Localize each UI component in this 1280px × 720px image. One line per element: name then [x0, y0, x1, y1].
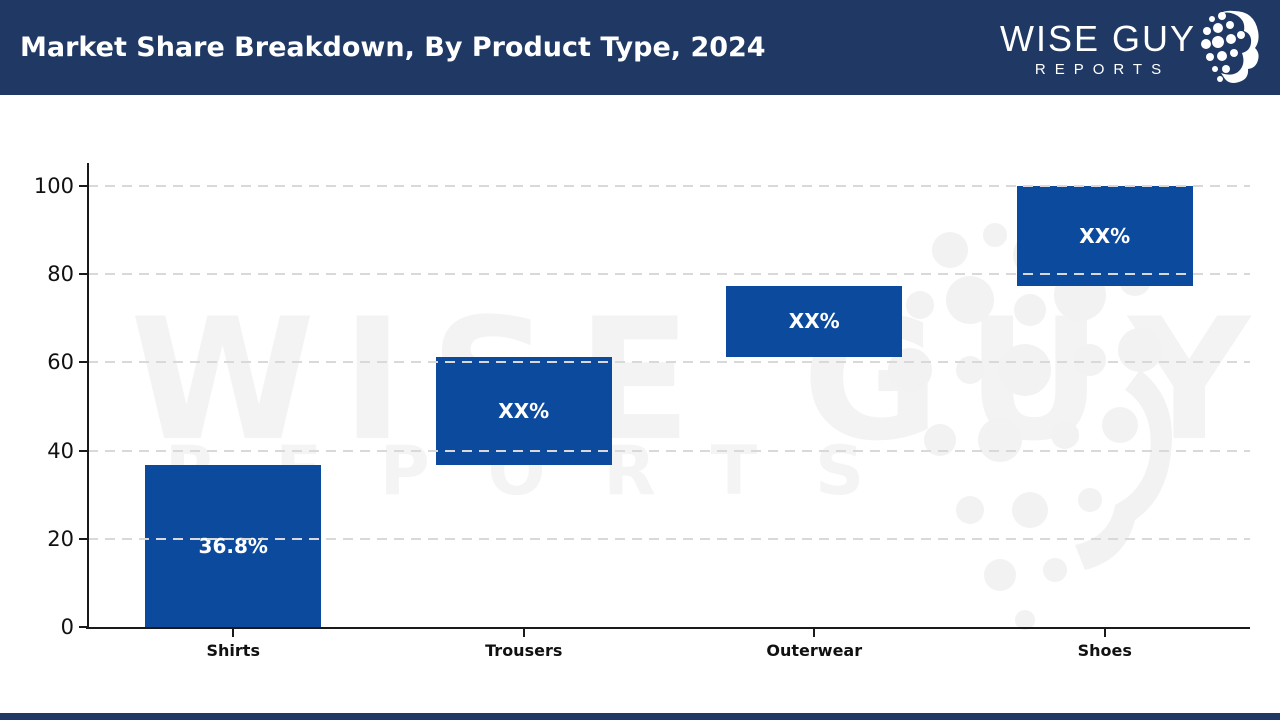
x-tick-mark: [813, 629, 816, 637]
bar-trousers: [435, 357, 612, 465]
plot-area: 0 20 40 60 80 100 36.8% Shirts XX% Trousers XX% Out…: [0, 95, 1280, 713]
x-tick-label-trousers: Trousers: [485, 641, 563, 660]
bar-shoes: [1016, 186, 1193, 286]
chart-title: Market Share Breakdown, By Product Type,…: [20, 32, 766, 63]
y-tick-label: 20: [47, 526, 74, 551]
x-tick-mark: [1103, 629, 1106, 637]
bar-outerwear: [726, 285, 903, 358]
x-tick-label-outerwear: Outerwear: [766, 641, 863, 660]
y-tick-label: 80: [47, 262, 74, 287]
logo-wordmark: WISE GUY: [999, 17, 1196, 59]
y-tick-label: 100: [33, 174, 74, 198]
bar-shirts: [145, 464, 322, 627]
bar-value-label: XX%: [788, 309, 840, 334]
header-bar: Market Share Breakdown, By Product Type,…: [0, 0, 1280, 95]
x-tick-label-shirts: Shirts: [206, 641, 260, 660]
y-tick-label: 0: [60, 615, 74, 639]
bar-value-label: XX%: [1079, 223, 1131, 248]
wise-guy-logo: WISE GUY REPORTS: [1000, 8, 1262, 88]
gridline-40: [88, 449, 1250, 452]
logo-text: WISE GUY REPORTS: [999, 17, 1196, 78]
bar-value-label: XX%: [498, 398, 550, 423]
y-axis-line: [87, 163, 89, 629]
gridline-100: [88, 185, 1250, 187]
y-tick-mark: [79, 185, 87, 187]
x-tick-mark: [522, 629, 525, 637]
logo-subtitle: REPORTS: [1034, 60, 1171, 78]
y-tick-label: 60: [47, 350, 74, 375]
y-tick-mark: [79, 449, 87, 452]
logo-head-icon: [1201, 10, 1259, 83]
x-axis-line: [86, 627, 1250, 629]
x-tick-label-shoes: Shoes: [1077, 641, 1132, 660]
y-tick-label: 40: [47, 438, 74, 463]
gridline-60: [88, 361, 1250, 364]
gridline-80: [88, 273, 1250, 276]
gridline-20: [88, 537, 1250, 540]
y-tick-mark: [79, 626, 87, 628]
y-tick-mark: [79, 537, 87, 540]
y-tick-mark: [79, 361, 87, 364]
y-tick-mark: [79, 273, 87, 276]
x-tick-mark: [232, 629, 235, 637]
footer-bar: [0, 713, 1280, 720]
